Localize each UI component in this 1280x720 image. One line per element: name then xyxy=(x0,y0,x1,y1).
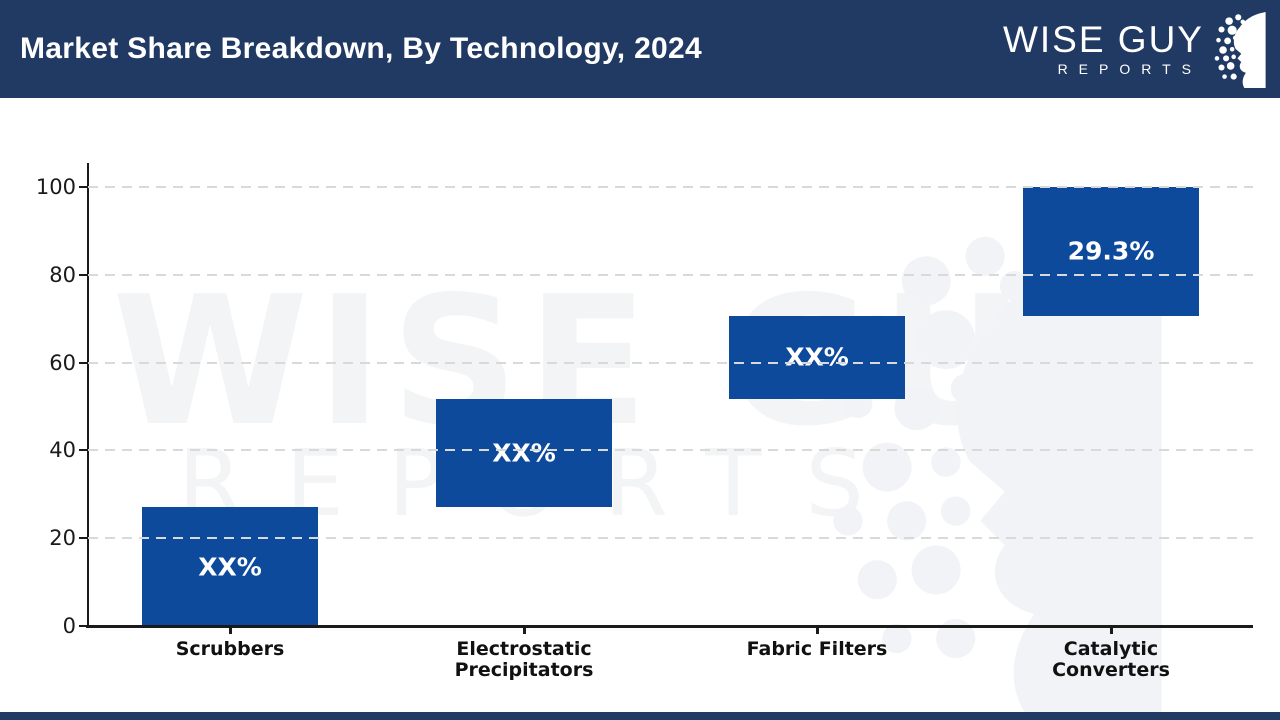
x-axis-tick xyxy=(816,627,819,634)
y-axis-tick-label: 40 xyxy=(49,438,76,463)
y-axis-tick-label: 100 xyxy=(35,175,76,199)
y-axis-tick xyxy=(79,449,88,452)
logo-wordmark: WISE GUY xyxy=(1002,19,1204,60)
y-axis-line xyxy=(86,163,89,627)
x-category-label: Scrubbers xyxy=(175,638,285,660)
y-axis-tick xyxy=(79,361,88,364)
logo-face-icon xyxy=(1214,12,1266,88)
logo-subtitle: REPORTS xyxy=(1057,61,1202,77)
gridline xyxy=(88,186,1253,188)
y-axis-tick-label: 20 xyxy=(49,526,76,551)
x-axis-tick xyxy=(1110,627,1113,634)
y-axis-tick xyxy=(79,625,88,627)
y-axis-tick-label: 0 xyxy=(62,614,76,638)
y-axis-tick xyxy=(79,273,88,276)
bar-value-label: XX% xyxy=(198,552,262,581)
logo-text: WISE GUY REPORTS xyxy=(1002,19,1204,77)
bar-electrostatic-precipitators xyxy=(436,398,612,508)
bar-value-label: XX% xyxy=(785,342,849,372)
y-axis-tick-label: 80 xyxy=(49,262,76,287)
gridline xyxy=(88,449,1253,452)
y-axis-tick xyxy=(79,537,88,540)
y-axis-tick-label: 60 xyxy=(49,350,76,375)
x-axis-tick xyxy=(523,627,526,634)
bar-value-label: XX% xyxy=(492,438,556,468)
y-axis-tick xyxy=(79,186,88,188)
bar-scrubbers xyxy=(142,507,318,626)
gridline xyxy=(88,273,1253,276)
wise-guy-reports-logo: WISE GUY REPORTS xyxy=(1003,8,1270,92)
x-axis-tick xyxy=(229,627,232,634)
x-axis-line xyxy=(86,625,1253,628)
header-bar: Market Share Breakdown, By Technology, 2… xyxy=(0,0,1280,98)
x-category-label: Catalytic Converters xyxy=(1052,638,1170,681)
x-category-label: Electrostatic Precipitators xyxy=(454,638,594,681)
bar-value-label: 29.3% xyxy=(1067,236,1155,266)
gridline xyxy=(88,361,1253,364)
page-title: Market Share Breakdown, By Technology, 2… xyxy=(20,32,703,65)
footer-bar xyxy=(0,712,1280,720)
gridline xyxy=(88,537,1253,540)
x-category-label: Fabric Filters xyxy=(746,638,888,660)
